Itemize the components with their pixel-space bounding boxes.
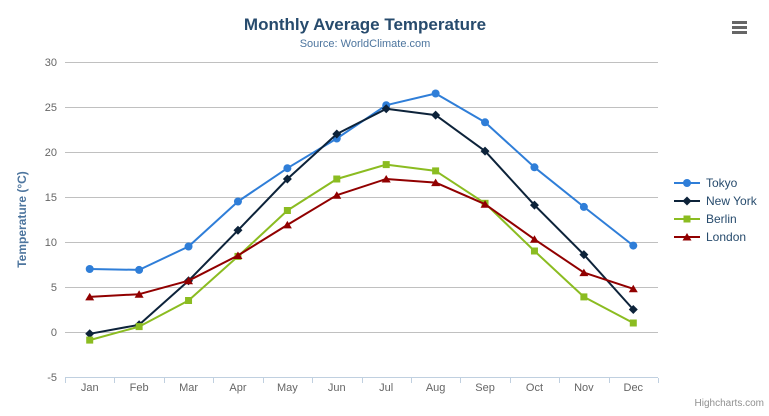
legend-item-london[interactable]: London	[673, 229, 757, 244]
data-point-london[interactable]	[579, 268, 589, 277]
data-point-london[interactable]	[85, 292, 95, 301]
x-tick-label: Sep	[475, 382, 495, 394]
x-tick-label: Jun	[328, 382, 346, 394]
y-axis-title: Temperature (°C)	[15, 171, 29, 268]
y-tick-label: 20	[45, 147, 57, 159]
data-point-new-york[interactable]	[332, 129, 342, 139]
hamburger-icon	[732, 31, 747, 34]
x-tick-label: Dec	[624, 382, 644, 394]
data-point-berlin[interactable]	[432, 167, 440, 175]
legend-item-berlin[interactable]: Berlin	[673, 211, 757, 226]
y-tick-label: 10	[45, 237, 57, 249]
x-tick-label: Mar	[179, 382, 198, 394]
circle-series-icon	[674, 178, 700, 187]
data-point-london[interactable]	[184, 276, 194, 285]
data-point-london[interactable]	[381, 175, 391, 183]
legend-item-tokyo[interactable]: Tokyo	[673, 175, 757, 190]
triangle-icon	[682, 232, 692, 240]
data-point-london[interactable]	[282, 220, 292, 229]
data-point-new-york[interactable]	[85, 329, 95, 339]
context-menu-button[interactable]	[732, 21, 748, 34]
data-point-tokyo[interactable]	[233, 197, 242, 206]
y-tick-label: 25	[45, 102, 57, 114]
data-point-new-york[interactable]	[529, 200, 539, 210]
credits-link[interactable]: Highcharts.com	[694, 398, 764, 409]
series-line-tokyo	[88, 92, 635, 271]
series-line-london	[88, 178, 635, 298]
hamburger-icon	[732, 21, 747, 24]
x-tick-label: Feb	[130, 382, 149, 394]
legend: Tokyo New York Berlin London	[673, 176, 757, 248]
triangle-series-icon	[674, 232, 700, 240]
data-point-tokyo[interactable]	[85, 265, 94, 273]
x-tick-label: May	[277, 382, 298, 394]
y-tick-label: -5	[47, 372, 57, 384]
hamburger-icon	[732, 26, 747, 29]
data-point-new-york[interactable]	[233, 225, 243, 235]
y-tick-label: 5	[51, 282, 57, 294]
diamond-icon	[682, 196, 692, 205]
x-tick-label: Apr	[229, 382, 246, 394]
data-point-berlin[interactable]	[283, 207, 291, 214]
data-point-london[interactable]	[480, 200, 490, 208]
square-icon	[683, 215, 691, 222]
data-point-new-york[interactable]	[480, 146, 490, 156]
data-point-berlin[interactable]	[333, 175, 341, 183]
chart-title: Monthly Average Temperature	[243, 15, 487, 34]
legend-item-new-york[interactable]: New York	[673, 193, 757, 208]
diamond-series-icon	[674, 196, 700, 205]
data-point-berlin[interactable]	[530, 247, 538, 255]
data-point-tokyo[interactable]	[579, 202, 588, 211]
circle-icon	[683, 178, 691, 187]
x-tick-label: Aug	[426, 382, 446, 394]
data-point-new-york[interactable]	[381, 104, 391, 114]
legend-label: New York	[706, 193, 757, 208]
data-point-london[interactable]	[233, 251, 243, 260]
data-point-new-york[interactable]	[579, 250, 589, 260]
data-point-tokyo[interactable]	[431, 89, 440, 98]
data-point-berlin[interactable]	[86, 336, 94, 344]
data-point-berlin[interactable]	[629, 319, 637, 327]
data-point-tokyo[interactable]	[530, 163, 539, 172]
x-tick-label: Jul	[379, 382, 393, 394]
data-point-berlin[interactable]	[382, 161, 390, 169]
series-line-berlin	[88, 163, 635, 342]
legend-label: London	[706, 229, 747, 244]
data-point-tokyo[interactable]	[184, 242, 193, 251]
data-point-tokyo[interactable]	[135, 265, 144, 274]
data-point-berlin[interactable]	[580, 293, 588, 301]
data-point-tokyo[interactable]	[629, 241, 638, 250]
x-tick-label: Nov	[574, 382, 594, 394]
data-point-new-york[interactable]	[282, 174, 292, 184]
data-point-london[interactable]	[134, 290, 144, 298]
series-line-new-york	[88, 107, 635, 335]
data-point-london[interactable]	[431, 178, 441, 187]
data-point-new-york[interactable]	[628, 305, 638, 314]
data-point-new-york[interactable]	[431, 110, 441, 120]
x-tick-label: Oct	[526, 382, 543, 394]
y-tick-label: 30	[45, 57, 57, 69]
data-point-tokyo[interactable]	[481, 118, 490, 127]
x-tick-label: Jan	[81, 382, 99, 394]
square-series-icon	[674, 215, 700, 222]
data-point-london[interactable]	[628, 284, 638, 293]
chart-subtitle: Source: WorldClimate.com	[299, 38, 431, 50]
legend-label: Berlin	[706, 211, 737, 226]
y-tick-label: 0	[51, 327, 57, 339]
data-point-berlin[interactable]	[135, 323, 143, 331]
legend-label: Tokyo	[706, 175, 738, 190]
data-point-tokyo[interactable]	[283, 164, 292, 173]
data-point-london[interactable]	[529, 235, 539, 243]
data-point-london[interactable]	[332, 191, 342, 199]
data-point-berlin[interactable]	[185, 297, 193, 304]
y-tick-label: 15	[45, 192, 57, 204]
